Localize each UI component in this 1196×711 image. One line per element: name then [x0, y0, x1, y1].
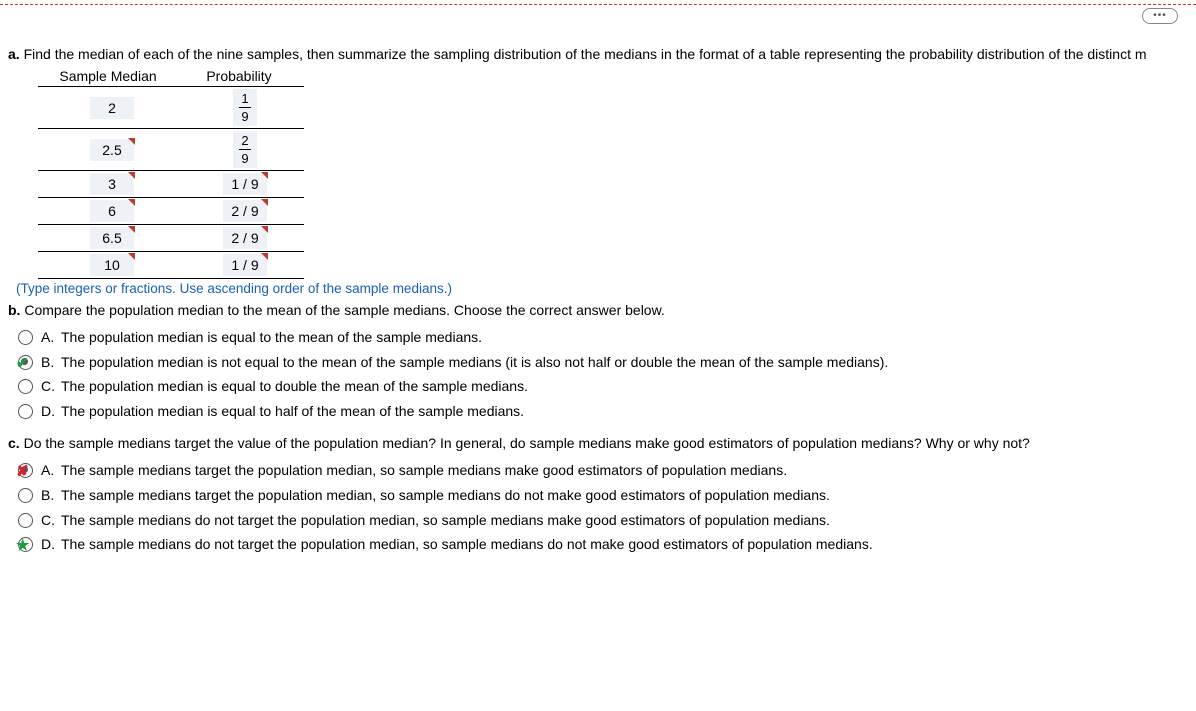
- probability-cell: 29: [186, 129, 304, 171]
- option-row: C.The population median is equal to doub…: [18, 377, 1188, 397]
- median-input[interactable]: 6: [90, 200, 134, 222]
- header-sample-median: Sample Median: [38, 68, 178, 86]
- median-cell: 6.5: [38, 225, 186, 252]
- part-c: c. Do the sample medians target the valu…: [8, 435, 1188, 451]
- part-c-options: ✘ A.The sample medians target the populat…: [18, 461, 1188, 554]
- option-letter: C.: [41, 377, 61, 397]
- probability-input[interactable]: 2 / 9: [223, 227, 267, 249]
- median-cell: 3: [38, 171, 186, 198]
- option-letter: B.: [41, 486, 61, 506]
- table-row: 10 1 / 9: [38, 252, 304, 279]
- option-letter: B.: [41, 353, 61, 373]
- probability-fraction[interactable]: 19: [233, 89, 256, 126]
- median-input[interactable]: 2: [90, 97, 134, 119]
- option-row: ✔ B.The population median is not equal to…: [18, 353, 1188, 373]
- radio-button[interactable]: ★: [18, 537, 33, 552]
- top-dashed-rule: [0, 4, 1196, 5]
- option-letter: D.: [41, 535, 61, 555]
- median-input[interactable]: 3: [90, 173, 134, 195]
- probability-input[interactable]: 1 / 9: [223, 173, 267, 195]
- option-row: ✘ A.The sample medians target the populat…: [18, 461, 1188, 481]
- part-c-label: c.: [8, 435, 20, 451]
- option-letter: C.: [41, 511, 61, 531]
- probability-input[interactable]: 1 / 9: [223, 254, 267, 276]
- median-input[interactable]: 10: [90, 254, 134, 276]
- overflow-menu-pill[interactable]: •••: [1142, 8, 1178, 24]
- part-c-text: Do the sample medians target the value o…: [24, 435, 1030, 451]
- part-a-instruction: (Type integers or fractions. Use ascendi…: [16, 281, 1188, 296]
- probability-cell: 1 / 9: [186, 252, 304, 279]
- radio-button[interactable]: [18, 330, 33, 345]
- probability-input[interactable]: 2 / 9: [223, 200, 267, 222]
- option-text: The sample medians do not target the pop…: [61, 535, 1188, 555]
- radio-button[interactable]: [18, 488, 33, 503]
- table-row: 6.5 2 / 9: [38, 225, 304, 252]
- probability-cell: 2 / 9: [186, 225, 304, 252]
- radio-button[interactable]: [18, 379, 33, 394]
- table-row: 2.5 29: [38, 129, 304, 171]
- probability-fraction[interactable]: 29: [233, 131, 256, 168]
- option-row: C.The sample medians do not target the p…: [18, 511, 1188, 531]
- question-content: a. Find the median of each of the nine s…: [0, 22, 1196, 568]
- part-b-options: A.The population median is equal to the …: [18, 328, 1188, 421]
- part-a: a. Find the median of each of the nine s…: [8, 46, 1188, 62]
- part-b-text: Compare the population median to the mea…: [24, 302, 664, 318]
- probability-cell: 1 / 9: [186, 171, 304, 198]
- option-text: The population median is equal to the me…: [61, 328, 1188, 348]
- option-letter: A.: [41, 461, 61, 481]
- table-row: 6 2 / 9: [38, 198, 304, 225]
- option-letter: D.: [41, 402, 61, 422]
- median-input[interactable]: 2.5: [90, 139, 134, 161]
- header-probability: Probability: [184, 68, 294, 86]
- option-row: ★ D.The sample medians do not target the …: [18, 535, 1188, 555]
- median-cell: 10: [38, 252, 186, 279]
- radio-button[interactable]: [18, 404, 33, 419]
- x-icon: ✘: [16, 461, 29, 482]
- table-row: 3 1 / 9: [38, 171, 304, 198]
- option-letter: A.: [41, 328, 61, 348]
- distribution-table: 2 19 2.5 29 3 1 / 9 6 2 / 9 6.5 2 / 9 10 1 / 9: [38, 86, 304, 279]
- distribution-table-wrap: Sample Median Probability 2 19 2.5 29 3 1 / 9…: [38, 68, 1188, 279]
- part-b-label: b.: [8, 302, 20, 318]
- median-cell: 2: [38, 87, 186, 129]
- option-row: D.The population median is equal to half…: [18, 402, 1188, 422]
- probability-cell: 19: [186, 87, 304, 129]
- option-text: The population median is not equal to th…: [61, 353, 1188, 373]
- probability-cell: 2 / 9: [186, 198, 304, 225]
- check-icon: ✔: [16, 353, 29, 374]
- ellipsis-icon: •••: [1153, 11, 1167, 21]
- option-text: The sample medians do not target the pop…: [61, 511, 1188, 531]
- median-cell: 2.5: [38, 129, 186, 171]
- radio-button[interactable]: [18, 513, 33, 528]
- part-a-label: a.: [8, 46, 20, 62]
- median-input[interactable]: 6.5: [90, 227, 134, 249]
- option-row: A.The population median is equal to the …: [18, 328, 1188, 348]
- top-divider-area: •••: [0, 4, 1196, 22]
- option-text: The population median is equal to half o…: [61, 402, 1188, 422]
- part-a-text: Find the median of each of the nine samp…: [24, 46, 1147, 62]
- median-cell: 6: [38, 198, 186, 225]
- option-row: B.The sample medians target the populati…: [18, 486, 1188, 506]
- option-text: The sample medians target the population…: [61, 461, 1188, 481]
- option-text: The population median is equal to double…: [61, 377, 1188, 397]
- star-icon: ★: [16, 535, 29, 556]
- radio-button[interactable]: ✘: [18, 463, 33, 478]
- radio-button[interactable]: ✔: [18, 355, 33, 370]
- part-b: b. Compare the population median to the …: [8, 302, 1188, 318]
- option-text: The sample medians target the population…: [61, 486, 1188, 506]
- table-header-row: Sample Median Probability: [38, 68, 1188, 86]
- table-row: 2 19: [38, 87, 304, 129]
